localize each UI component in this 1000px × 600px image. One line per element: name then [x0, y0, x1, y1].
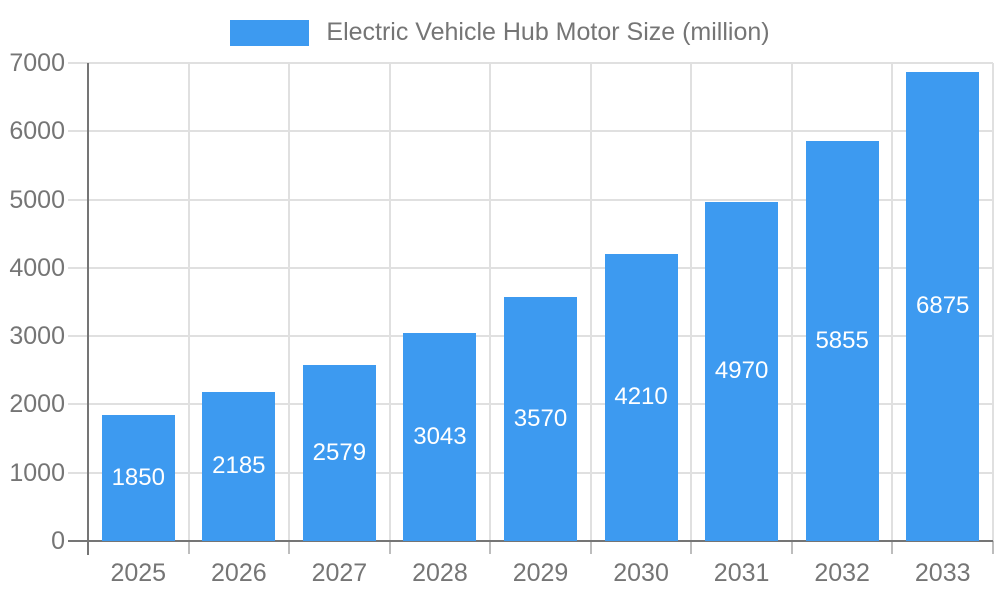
gridline-v — [690, 63, 693, 541]
x-axis-label: 2025 — [110, 559, 167, 587]
x-axis-tick — [489, 541, 492, 554]
y-axis-label: 5000 — [9, 185, 65, 214]
bar-value-label: 4970 — [714, 357, 769, 385]
y-axis-label: 6000 — [9, 117, 65, 146]
legend-swatch — [230, 19, 310, 46]
x-axis-label: 2030 — [613, 559, 669, 587]
bar[interactable]: 3043 — [403, 333, 477, 541]
x-axis-label: 2029 — [512, 559, 569, 587]
x-axis-label: 2028 — [412, 559, 468, 587]
plot-area: 1850 2185 2579 3043 3570 4210 4970 5855 6875 — [68, 62, 994, 555]
bar[interactable]: 5855 — [805, 141, 879, 541]
y-axis-label: 3000 — [9, 322, 65, 351]
bar-value-label: 2579 — [312, 438, 367, 466]
gridline-v — [288, 63, 291, 541]
gridline-h — [68, 198, 993, 201]
gridline-h — [68, 266, 993, 269]
x-axis-tick — [589, 541, 592, 554]
x-axis-tick — [891, 541, 894, 554]
gridline-v — [388, 63, 391, 541]
bar[interactable]: 4210 — [604, 253, 678, 541]
y-axis-label: 4000 — [9, 253, 65, 282]
bar-value-label: 3043 — [413, 423, 467, 451]
y-axis-line — [87, 63, 89, 555]
gridline-v — [992, 63, 994, 541]
bar-value-label: 2185 — [212, 452, 266, 480]
bar[interactable]: 4970 — [705, 201, 779, 541]
x-axis-tick — [187, 541, 190, 554]
bar[interactable]: 2185 — [202, 391, 276, 541]
x-axis-label: 2032 — [814, 559, 870, 587]
x-axis-tick — [288, 541, 291, 554]
legend: Electric Vehicle Hub Motor Size (million… — [0, 18, 1000, 47]
x-axis-line — [68, 540, 993, 542]
y-axis-label: 2000 — [9, 390, 65, 419]
x-axis-label: 2027 — [311, 559, 368, 587]
bar-value-label: 3570 — [513, 405, 568, 433]
y-axis-label: 0 — [51, 527, 65, 555]
bar-value-label: 5855 — [815, 327, 869, 355]
bar-value-label: 6875 — [916, 292, 970, 320]
x-axis-tick — [690, 541, 693, 554]
gridline-h — [68, 62, 993, 64]
y-axis-label: 7000 — [9, 49, 65, 77]
bar[interactable]: 3570 — [504, 297, 577, 541]
x-axis-tick — [992, 541, 994, 554]
x-axis-label: 2026 — [211, 559, 267, 587]
bar[interactable]: 6875 — [906, 71, 980, 541]
bar-value-label: 4210 — [614, 383, 668, 411]
gridline-v — [891, 63, 894, 541]
legend-label: Electric Vehicle Hub Motor Size (million… — [326, 18, 770, 46]
gridline-v — [790, 63, 793, 541]
x-axis-tick — [790, 541, 793, 554]
gridline-h — [68, 130, 993, 133]
gridline-v — [589, 63, 592, 541]
gridline-v — [187, 63, 190, 541]
x-axis-label: 2033 — [914, 559, 971, 587]
bar[interactable]: 2579 — [302, 364, 376, 541]
gridline-v — [489, 63, 492, 541]
bar-value-label: 1850 — [111, 463, 165, 491]
x-axis-label: 2031 — [713, 559, 770, 587]
x-axis-tick — [388, 541, 391, 554]
bar[interactable]: 1850 — [101, 414, 175, 541]
y-axis-label: 1000 — [9, 458, 65, 487]
